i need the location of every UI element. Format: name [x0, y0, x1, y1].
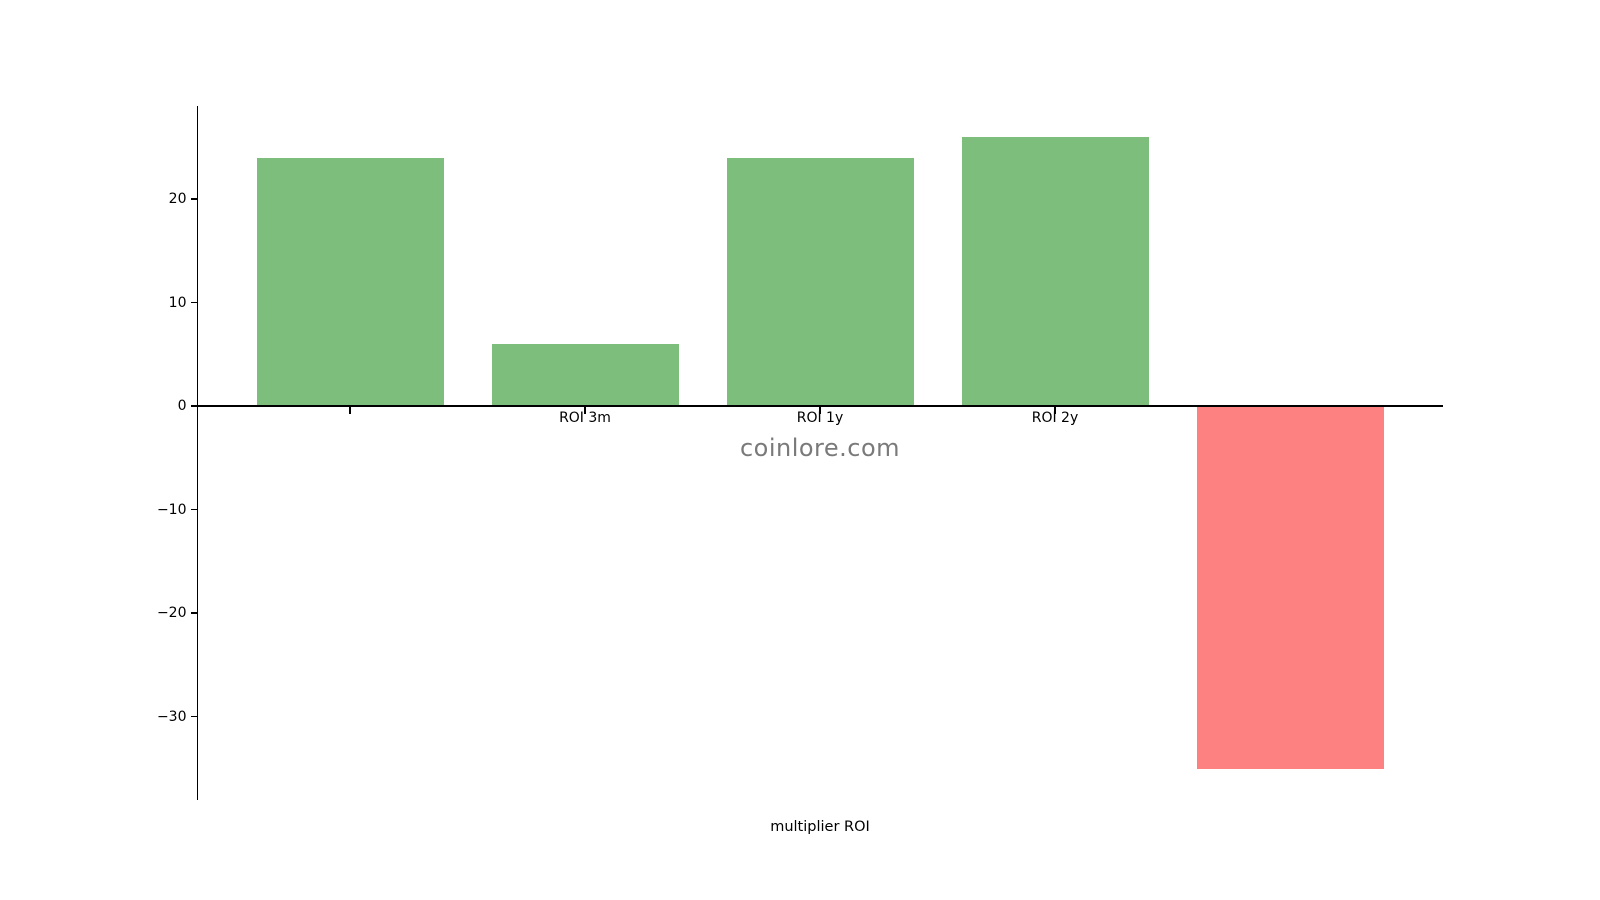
x-tick-label: ROI 3m: [559, 409, 611, 426]
y-tick-mark: [190, 508, 197, 511]
x-tick-mark: [1054, 407, 1056, 414]
bar-roi-1y: [726, 157, 914, 406]
y-tick-mark: [190, 612, 197, 614]
y-tick-label: 10: [168, 294, 187, 311]
x-tick-mark: [349, 407, 351, 414]
y-tick-mark: [190, 405, 197, 407]
bar-roi-2y: [961, 136, 1149, 406]
bar-roi-3m: [491, 343, 679, 406]
y-tick-mark: [190, 198, 197, 200]
bar-0: [256, 157, 444, 406]
y-tick-mark: [190, 301, 197, 304]
y-tick-label: −10: [156, 501, 187, 518]
x-tick-mark: [819, 407, 821, 414]
y-tick-label: 0: [177, 398, 187, 414]
watermark-text: coinlore.com: [739, 434, 901, 462]
y-axis-line: [196, 106, 198, 800]
y-tick-label: −30: [156, 708, 187, 725]
x-axis-title: multiplier ROI: [770, 819, 870, 835]
y-tick-label: −20: [156, 605, 187, 621]
x-tick-label: ROI 1y: [796, 409, 844, 426]
y-tick-label: 20: [168, 191, 187, 207]
x-tick-label: ROI 2y: [1031, 409, 1079, 426]
y-tick-mark: [190, 715, 197, 718]
bar-4: [1196, 407, 1384, 770]
x-tick-mark: [584, 407, 586, 414]
x-axis-zero-line: [196, 405, 1443, 407]
